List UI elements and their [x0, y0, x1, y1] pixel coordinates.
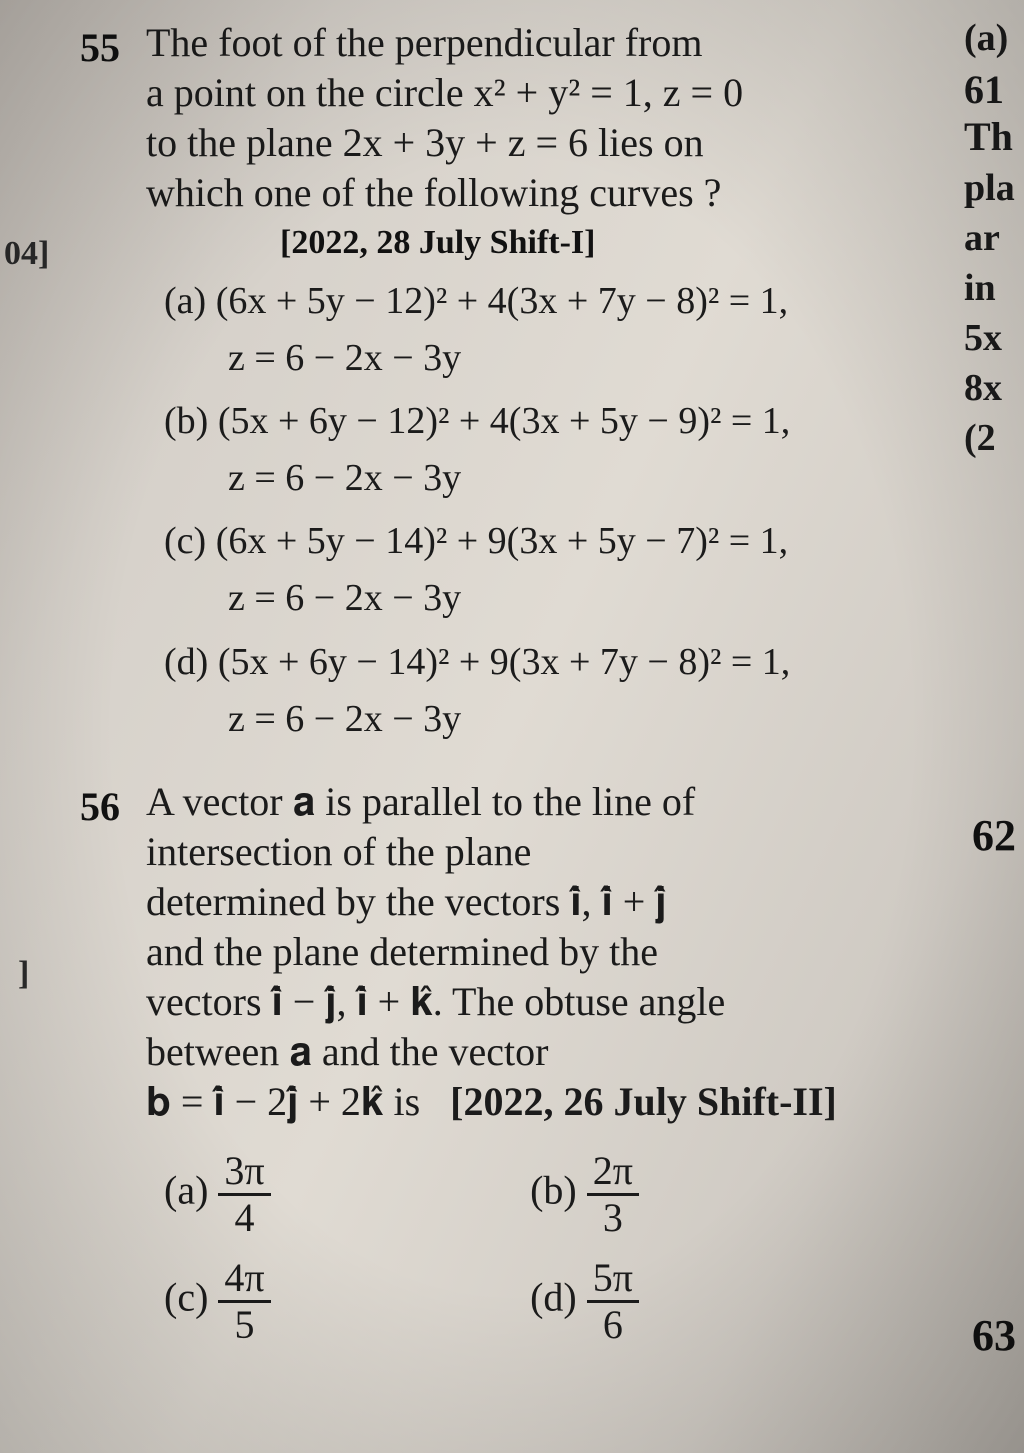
q55-a-line1: (6x + 5y − 12)² + 4(3x + 7y − 8)² = 1,: [216, 280, 789, 322]
q55-c-line1: (6x + 5y − 14)² + 9(3x + 5y − 7)² = 1,: [216, 520, 789, 562]
q55-line3: to the plane 2x + 3y + z = 6 lies on: [146, 120, 704, 165]
q56-b-den: 3: [587, 1196, 639, 1238]
q55-a-line2: z = 6 − 2x − 3y: [164, 331, 996, 386]
right-frag-a: (a): [964, 16, 1024, 60]
q56-a-den: 4: [218, 1196, 270, 1238]
q56-line7: 𝐛 = 𝐢̂ − 2𝐣̂ + 2𝐤̂ is: [146, 1079, 420, 1124]
page: 04] ] (a) 61 Th pla ar in 5x 8x (2 62 63…: [0, 0, 1024, 1453]
question-56: 56 A vector 𝐚 is parallel to the line of…: [80, 777, 996, 1355]
q56-line6: between 𝐚 and the vector: [146, 1029, 548, 1074]
q55-b-line2: z = 6 − 2x − 3y: [164, 451, 996, 506]
q56-c-frac: 4π 5: [218, 1258, 270, 1345]
q56-line4: and the plane determined by the: [146, 929, 658, 974]
q56-b-num: 2π: [587, 1151, 639, 1196]
q55-d-line1: (5x + 6y − 14)² + 9(3x + 7y − 8)² = 1,: [218, 641, 791, 683]
q55-line2: a point on the circle x² + y² = 1, z = 0: [146, 70, 743, 115]
q56-number: 56: [80, 777, 146, 830]
q56-d-frac: 5π 6: [587, 1258, 639, 1345]
q55-b-label: (b): [164, 400, 208, 442]
right-q63: 63: [972, 1310, 1016, 1361]
q55-number: 55: [80, 18, 146, 71]
q56-a-num: 3π: [218, 1151, 270, 1196]
q55-option-c: (c) (6x + 5y − 14)² + 9(3x + 5y − 7)² = …: [164, 514, 996, 626]
right-edge-fragments: (a) 61 Th pla ar in 5x 8x (2: [964, 10, 1024, 466]
q56-options: (a) 3π 4 (b) 2π 3 (c) 4π 5: [164, 1141, 996, 1355]
q55-tag: [2022, 28 July Shift-I]: [280, 224, 996, 262]
q55-c-line2: z = 6 − 2x − 3y: [164, 571, 996, 626]
q56-d-den: 6: [587, 1303, 639, 1345]
left-margin-marker-top: 04]: [4, 235, 49, 273]
q55-option-a: (a) (6x + 5y − 12)² + 4(3x + 7y − 8)² = …: [164, 274, 996, 386]
right-frag-8x: 8x: [964, 366, 1024, 410]
q56-option-d: (d) 5π 6: [530, 1248, 896, 1355]
q56-d-num: 5π: [587, 1258, 639, 1303]
q56-line5: vectors 𝐢̂ − 𝐣̂, 𝐢̂ + 𝐤̂. The obtuse ang…: [146, 979, 725, 1024]
right-frag-paren2: (2: [964, 416, 1024, 460]
q56-c-num: 4π: [218, 1258, 270, 1303]
q55-options: (a) (6x + 5y − 12)² + 4(3x + 7y − 8)² = …: [164, 274, 996, 747]
right-frag-61: 61 Th: [964, 66, 1024, 160]
q56-c-den: 5: [218, 1303, 270, 1345]
q56-tag: [2022, 26 July Shift-II]: [450, 1079, 837, 1124]
q56-d-label: (d): [530, 1274, 577, 1319]
right-q62: 62: [972, 810, 1016, 861]
q55-line4: which one of the following curves ?: [146, 170, 721, 215]
q56-line2: intersection of the plane: [146, 829, 531, 874]
q55-d-label: (d): [164, 641, 208, 683]
question-55: 55 The foot of the perpendicular from a …: [80, 18, 996, 747]
q56-b-label: (b): [530, 1167, 577, 1212]
q56-text: A vector 𝐚 is parallel to the line of in…: [146, 777, 996, 1127]
q55-option-d: (d) (5x + 6y − 14)² + 9(3x + 7y − 8)² = …: [164, 635, 996, 747]
q56-b-frac: 2π 3: [587, 1151, 639, 1238]
q55-d-line2: z = 6 − 2x − 3y: [164, 692, 996, 747]
q55-a-label: (a): [164, 280, 206, 322]
q55-line1: The foot of the perpendicular from: [146, 20, 702, 65]
right-frag-5x: 5x: [964, 316, 1024, 360]
q56-line3: determined by the vectors 𝐢̂, 𝐢̂ + 𝐣̂: [146, 879, 666, 924]
q56-a-label: (a): [164, 1167, 208, 1212]
right-frag-ar: ar: [964, 216, 1024, 260]
q55-b-line1: (5x + 6y − 12)² + 4(3x + 5y − 9)² = 1,: [218, 400, 791, 442]
q56-option-a: (a) 3π 4: [164, 1141, 530, 1248]
q55-text: The foot of the perpendicular from a poi…: [146, 18, 996, 218]
q56-a-frac: 3π 4: [218, 1151, 270, 1238]
q55-c-label: (c): [164, 520, 206, 562]
right-frag-pl: pla: [964, 166, 1024, 210]
q56-option-c: (c) 4π 5: [164, 1248, 530, 1355]
q56-option-b: (b) 2π 3: [530, 1141, 896, 1248]
right-frag-in: in: [964, 266, 1024, 310]
q55-option-b: (b) (5x + 6y − 12)² + 4(3x + 5y − 9)² = …: [164, 394, 996, 506]
q56-c-label: (c): [164, 1274, 208, 1319]
left-margin-marker-bottom: ]: [18, 955, 29, 993]
q56-line1: A vector 𝐚 is parallel to the line of: [146, 779, 695, 824]
